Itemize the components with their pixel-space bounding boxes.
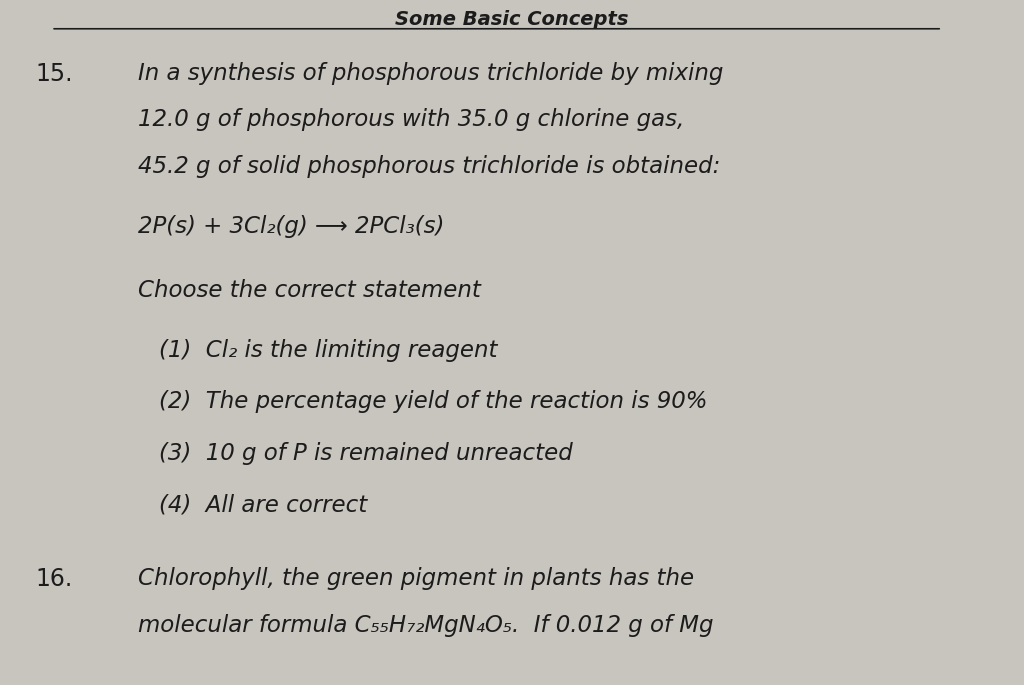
Text: 12.0 g of phosphorous with 35.0 g chlorine gas,: 12.0 g of phosphorous with 35.0 g chlori… bbox=[138, 108, 684, 132]
Text: (1)  Cl₂ is the limiting reagent: (1) Cl₂ is the limiting reagent bbox=[159, 339, 498, 362]
Text: 16.: 16. bbox=[36, 567, 73, 591]
Text: In a synthesis of phosphorous trichloride by mixing: In a synthesis of phosphorous trichlorid… bbox=[138, 62, 724, 85]
Text: (4)  All are correct: (4) All are correct bbox=[159, 493, 367, 516]
Text: 15.: 15. bbox=[36, 62, 74, 86]
Text: molecular formula C₅₅H₇₂MgN₄O₅.  If 0.012 g of Mg: molecular formula C₅₅H₇₂MgN₄O₅. If 0.012… bbox=[138, 614, 714, 637]
Text: Choose the correct statement: Choose the correct statement bbox=[138, 279, 481, 302]
Text: Some Basic Concepts: Some Basic Concepts bbox=[395, 10, 629, 29]
Text: 45.2 g of solid phosphorous trichloride is obtained:: 45.2 g of solid phosphorous trichloride … bbox=[138, 155, 721, 178]
Text: Chlorophyll, the green pigment in plants has the: Chlorophyll, the green pigment in plants… bbox=[138, 567, 694, 590]
Text: 2P(s) + 3Cl₂(g) ⟶ 2PCl₃(s): 2P(s) + 3Cl₂(g) ⟶ 2PCl₃(s) bbox=[138, 215, 444, 238]
Text: (3)  10 g of P is remained unreacted: (3) 10 g of P is remained unreacted bbox=[159, 442, 572, 465]
Text: (2)  The percentage yield of the reaction is 90%: (2) The percentage yield of the reaction… bbox=[159, 390, 708, 414]
